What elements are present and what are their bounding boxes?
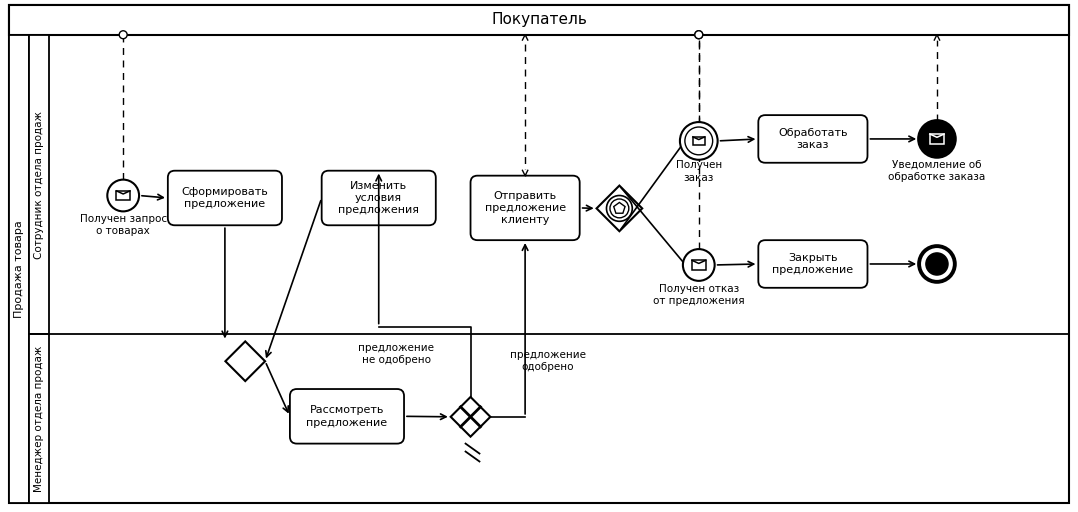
Text: Обработать
заказ: Обработать заказ bbox=[778, 127, 847, 150]
Text: Рассмотреть
предложение: Рассмотреть предложение bbox=[306, 405, 387, 428]
Text: Продажа товара: Продажа товара bbox=[14, 220, 24, 318]
Bar bbox=[693, 137, 705, 145]
Text: Получен отказ
от предложения: Получен отказ от предложения bbox=[653, 284, 745, 306]
Polygon shape bbox=[522, 169, 528, 176]
Text: Покупатель: Покупатель bbox=[492, 12, 586, 27]
Circle shape bbox=[607, 196, 633, 221]
Polygon shape bbox=[596, 185, 642, 231]
Circle shape bbox=[695, 31, 703, 39]
Bar bbox=[692, 261, 705, 270]
Text: Уведомление об
обработке заказа: Уведомление об обработке заказа bbox=[888, 160, 985, 182]
FancyBboxPatch shape bbox=[758, 240, 868, 288]
Text: Отправить
предложение
клиенту: Отправить предложение клиенту bbox=[484, 190, 566, 225]
FancyBboxPatch shape bbox=[470, 176, 580, 240]
Bar bbox=[930, 134, 944, 144]
Bar bbox=[116, 191, 130, 200]
Bar bbox=[9, 5, 1069, 35]
Polygon shape bbox=[451, 397, 490, 437]
Text: Менеджер отдела продаж: Менеджер отдела продаж bbox=[33, 346, 44, 492]
Text: Сотрудник отдела продаж: Сотрудник отдела продаж bbox=[33, 111, 44, 259]
Circle shape bbox=[695, 31, 703, 39]
Text: Получен
заказ: Получен заказ bbox=[676, 160, 722, 183]
Text: предложение
одобрено: предложение одобрено bbox=[510, 350, 586, 372]
Polygon shape bbox=[934, 35, 940, 40]
Circle shape bbox=[920, 121, 955, 157]
Circle shape bbox=[682, 249, 715, 281]
Circle shape bbox=[685, 127, 713, 155]
Polygon shape bbox=[522, 35, 528, 40]
Text: Получен запрос
о товарах: Получен запрос о товарах bbox=[80, 214, 167, 237]
Bar bbox=[9, 35, 29, 503]
Text: Сформировать
предложение: Сформировать предложение bbox=[181, 187, 268, 209]
Polygon shape bbox=[613, 202, 625, 213]
Text: Изменить
условия
предложения: Изменить условия предложения bbox=[338, 181, 419, 216]
Circle shape bbox=[680, 122, 718, 160]
FancyBboxPatch shape bbox=[321, 170, 436, 225]
FancyBboxPatch shape bbox=[168, 170, 282, 225]
Circle shape bbox=[920, 246, 955, 282]
Bar bbox=[29, 334, 49, 503]
Text: Закрыть
предложение: Закрыть предложение bbox=[772, 253, 854, 275]
Text: предложение
не одобрено: предложение не одобрено bbox=[358, 343, 434, 366]
FancyBboxPatch shape bbox=[758, 115, 868, 163]
Circle shape bbox=[610, 199, 628, 218]
Polygon shape bbox=[225, 342, 265, 381]
Circle shape bbox=[120, 31, 127, 39]
FancyBboxPatch shape bbox=[290, 389, 404, 443]
Bar bbox=[29, 35, 49, 334]
Circle shape bbox=[108, 180, 139, 211]
Circle shape bbox=[926, 253, 948, 275]
